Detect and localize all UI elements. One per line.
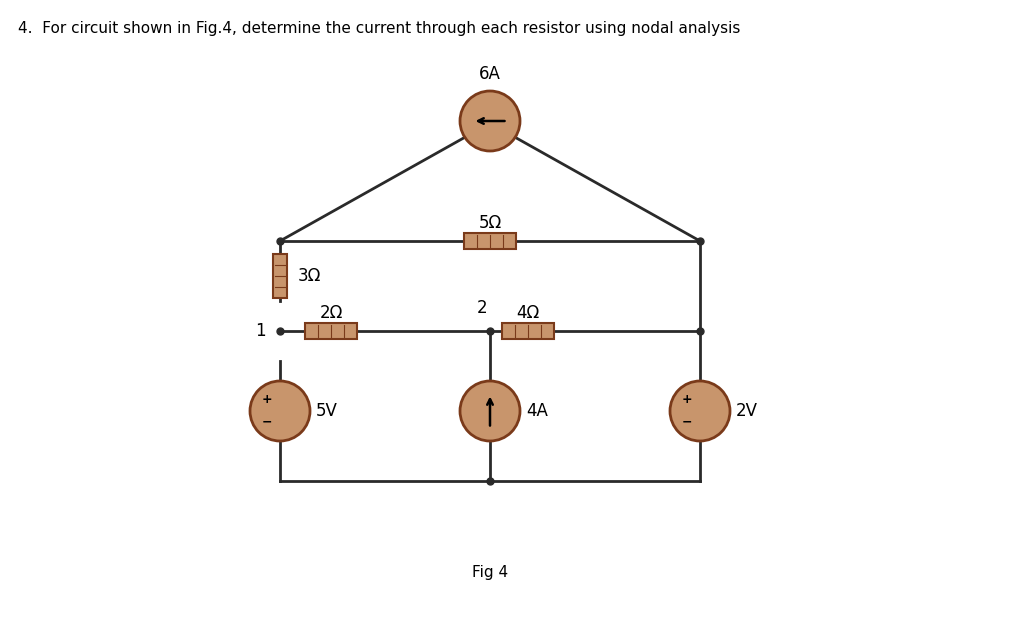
Text: 4A: 4A	[526, 402, 548, 420]
Text: 6A: 6A	[479, 65, 501, 83]
Text: 2: 2	[477, 299, 487, 317]
Bar	[305, 323, 357, 339]
Circle shape	[250, 381, 310, 441]
Text: Fig 4: Fig 4	[472, 565, 508, 581]
Text: 5V: 5V	[316, 402, 338, 420]
Text: 4.  For circuit shown in Fig.4, determine the current through each resistor usin: 4. For circuit shown in Fig.4, determine…	[18, 21, 740, 36]
Text: 4Ω: 4Ω	[516, 304, 540, 322]
Circle shape	[460, 91, 520, 151]
Circle shape	[460, 381, 520, 441]
Text: 2Ω: 2Ω	[319, 304, 343, 322]
Text: 2V: 2V	[736, 402, 758, 420]
Bar	[273, 254, 287, 298]
Text: +: +	[682, 393, 692, 406]
Text: +: +	[262, 393, 272, 406]
Text: 3Ω: 3Ω	[298, 267, 322, 285]
Text: −: −	[262, 416, 272, 429]
Text: −: −	[682, 416, 692, 429]
Text: 1: 1	[255, 322, 266, 340]
Text: 5Ω: 5Ω	[478, 214, 502, 232]
Bar	[464, 233, 516, 249]
Circle shape	[670, 381, 730, 441]
Bar	[502, 323, 554, 339]
